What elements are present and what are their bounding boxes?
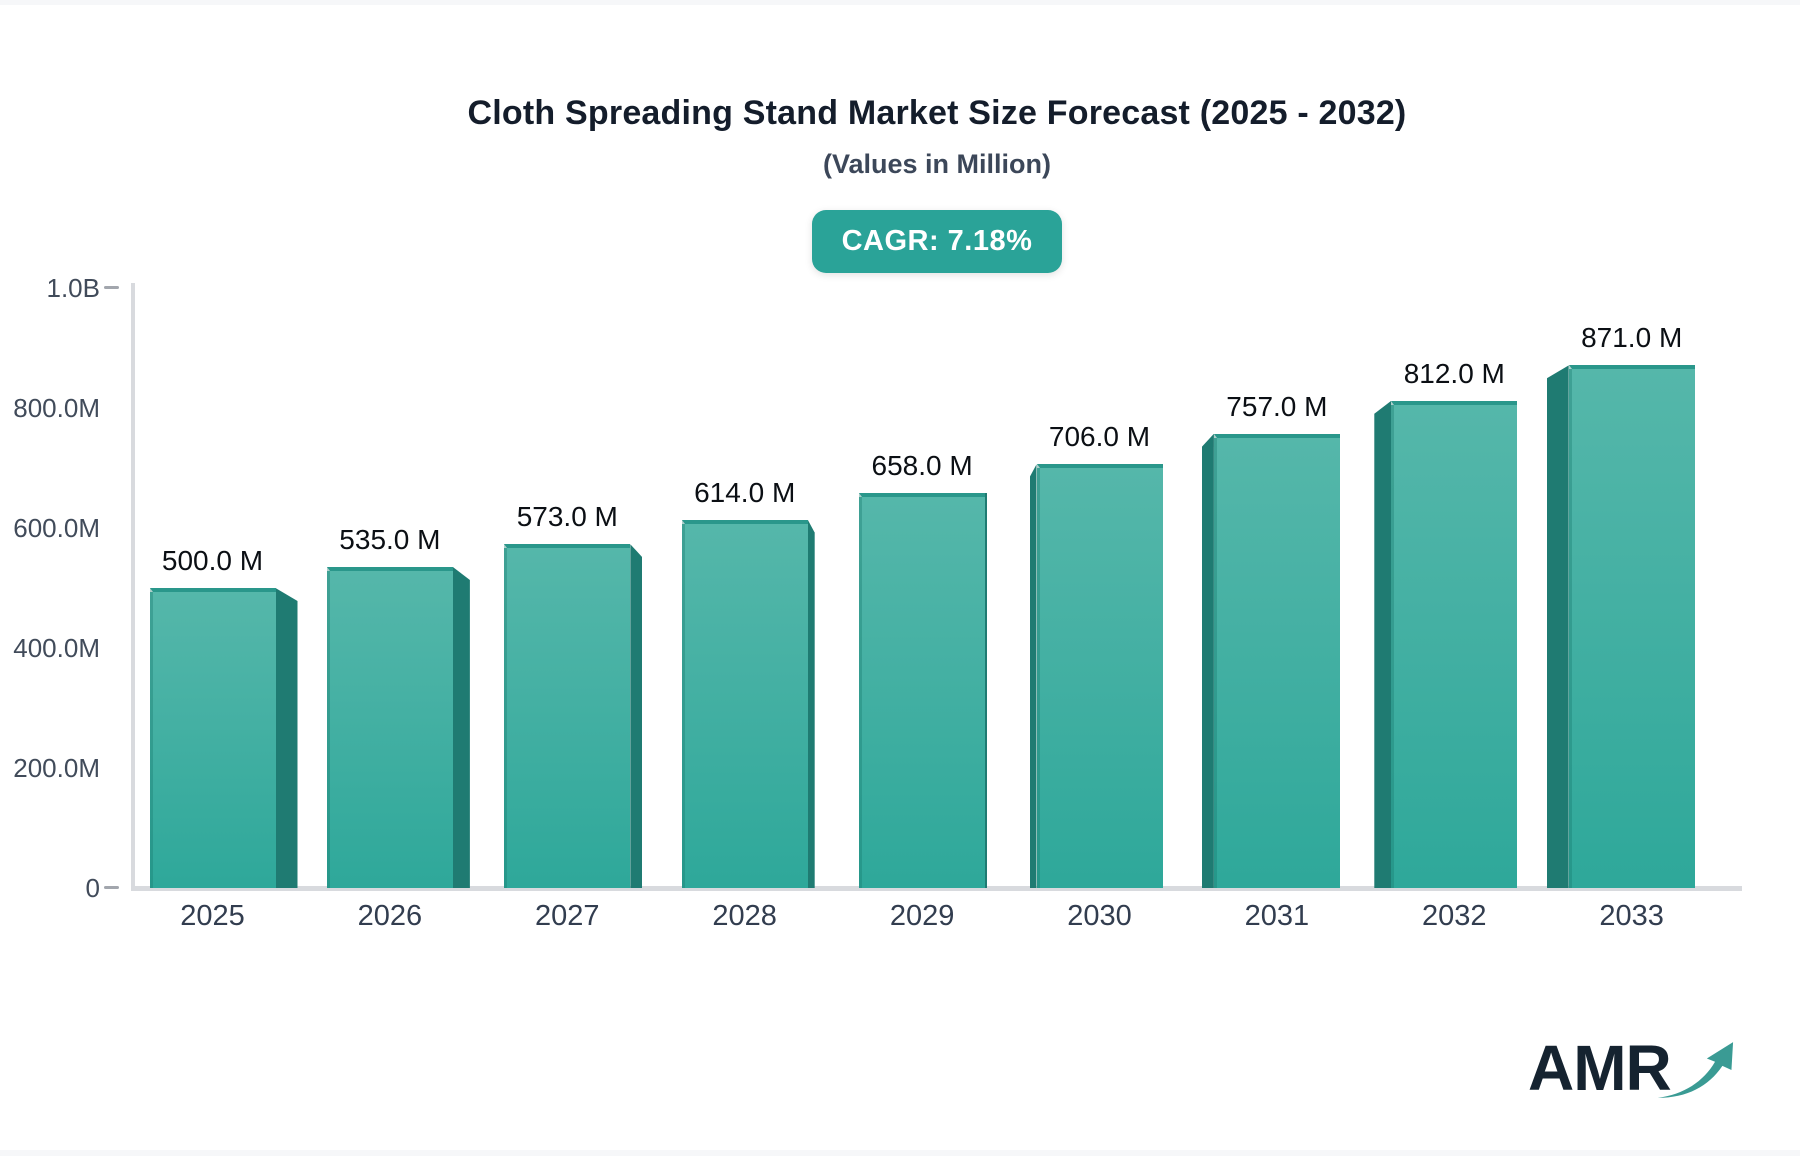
bar-side-face (452, 567, 470, 888)
bar-side-face (275, 588, 298, 888)
chart-header: Cloth Spreading Stand Market Size Foreca… (74, 94, 1800, 273)
bar-value-label: 614.0 M (694, 476, 796, 508)
bar-2030[interactable] (1036, 464, 1163, 888)
chart-title: Cloth Spreading Stand Market Size Foreca… (467, 94, 1407, 132)
y-tick-label: 200.0M (13, 753, 100, 783)
x-axis-label-2028: 2028 (712, 900, 777, 932)
bar-value-label: 500.0 M (161, 545, 264, 576)
bar-2027[interactable] (504, 544, 631, 888)
bar-2029[interactable] (859, 493, 986, 888)
bar-2028[interactable] (681, 519, 808, 888)
bar-value-label: 812.0 M (1403, 357, 1505, 389)
x-axis-label-2027: 2027 (535, 900, 600, 932)
bar-value-label: 658.0 M (871, 450, 973, 482)
bar-value-label: 757.0 M (1226, 390, 1328, 422)
y-tick-label: 1.0B (46, 273, 101, 303)
bar-2033[interactable] (1568, 365, 1695, 888)
bar-side-face (807, 519, 815, 888)
y-tick-label: 800.0M (13, 393, 100, 423)
bar-2026[interactable] (326, 567, 453, 888)
bar-side-face (1374, 400, 1392, 888)
x-axis-label-2029: 2029 (889, 900, 955, 932)
page-top-edge (0, 0, 1800, 5)
amr-logo: AMR (1528, 1028, 1734, 1114)
plot-area: 500.0 M 535.0 M 573.0 M 614.0 M 658.0 M 706.0… (135, 288, 1742, 888)
y-tick-label: 0 (85, 873, 100, 903)
y-axis-line (131, 283, 135, 891)
x-axis-label-2026: 2026 (357, 900, 423, 932)
y-tick-dash (104, 286, 119, 289)
bar-side-face (985, 493, 988, 888)
bar-side-face (630, 544, 643, 888)
bar-2032[interactable] (1391, 400, 1518, 888)
cagr-badge: CAGR: 7.18% (811, 210, 1063, 273)
x-axis-label-2032: 2032 (1422, 900, 1487, 932)
amr-logo-text: AMR (1528, 1032, 1672, 1104)
chart-subtitle: (Values in Million) (822, 149, 1052, 179)
page-bottom-edge (0, 1150, 1800, 1156)
bar-side-face (1201, 433, 1214, 888)
bar-2025[interactable] (149, 588, 276, 888)
bar-value-label: 535.0 M (339, 524, 441, 555)
amr-logo-arrow-icon (1657, 1042, 1734, 1098)
x-axis-label-2031: 2031 (1244, 900, 1310, 932)
bar-value-label: 573.0 M (516, 501, 618, 533)
y-tick-label: 400.0M (13, 633, 100, 663)
x-axis-label-2030: 2030 (1067, 900, 1132, 932)
bar-side-face (1546, 365, 1569, 888)
bar-side-face (1029, 464, 1037, 888)
bar-2031[interactable] (1213, 433, 1340, 888)
x-axis-line (131, 886, 1742, 891)
y-tick-dash (104, 886, 119, 889)
x-axis-label-2033: 2033 (1599, 900, 1664, 932)
x-axis-label-2025: 2025 (180, 900, 245, 932)
bar-value-label: 706.0 M (1048, 421, 1151, 453)
bar-value-label: 871.0 M (1581, 322, 1683, 354)
y-tick-label: 600.0M (13, 513, 100, 543)
